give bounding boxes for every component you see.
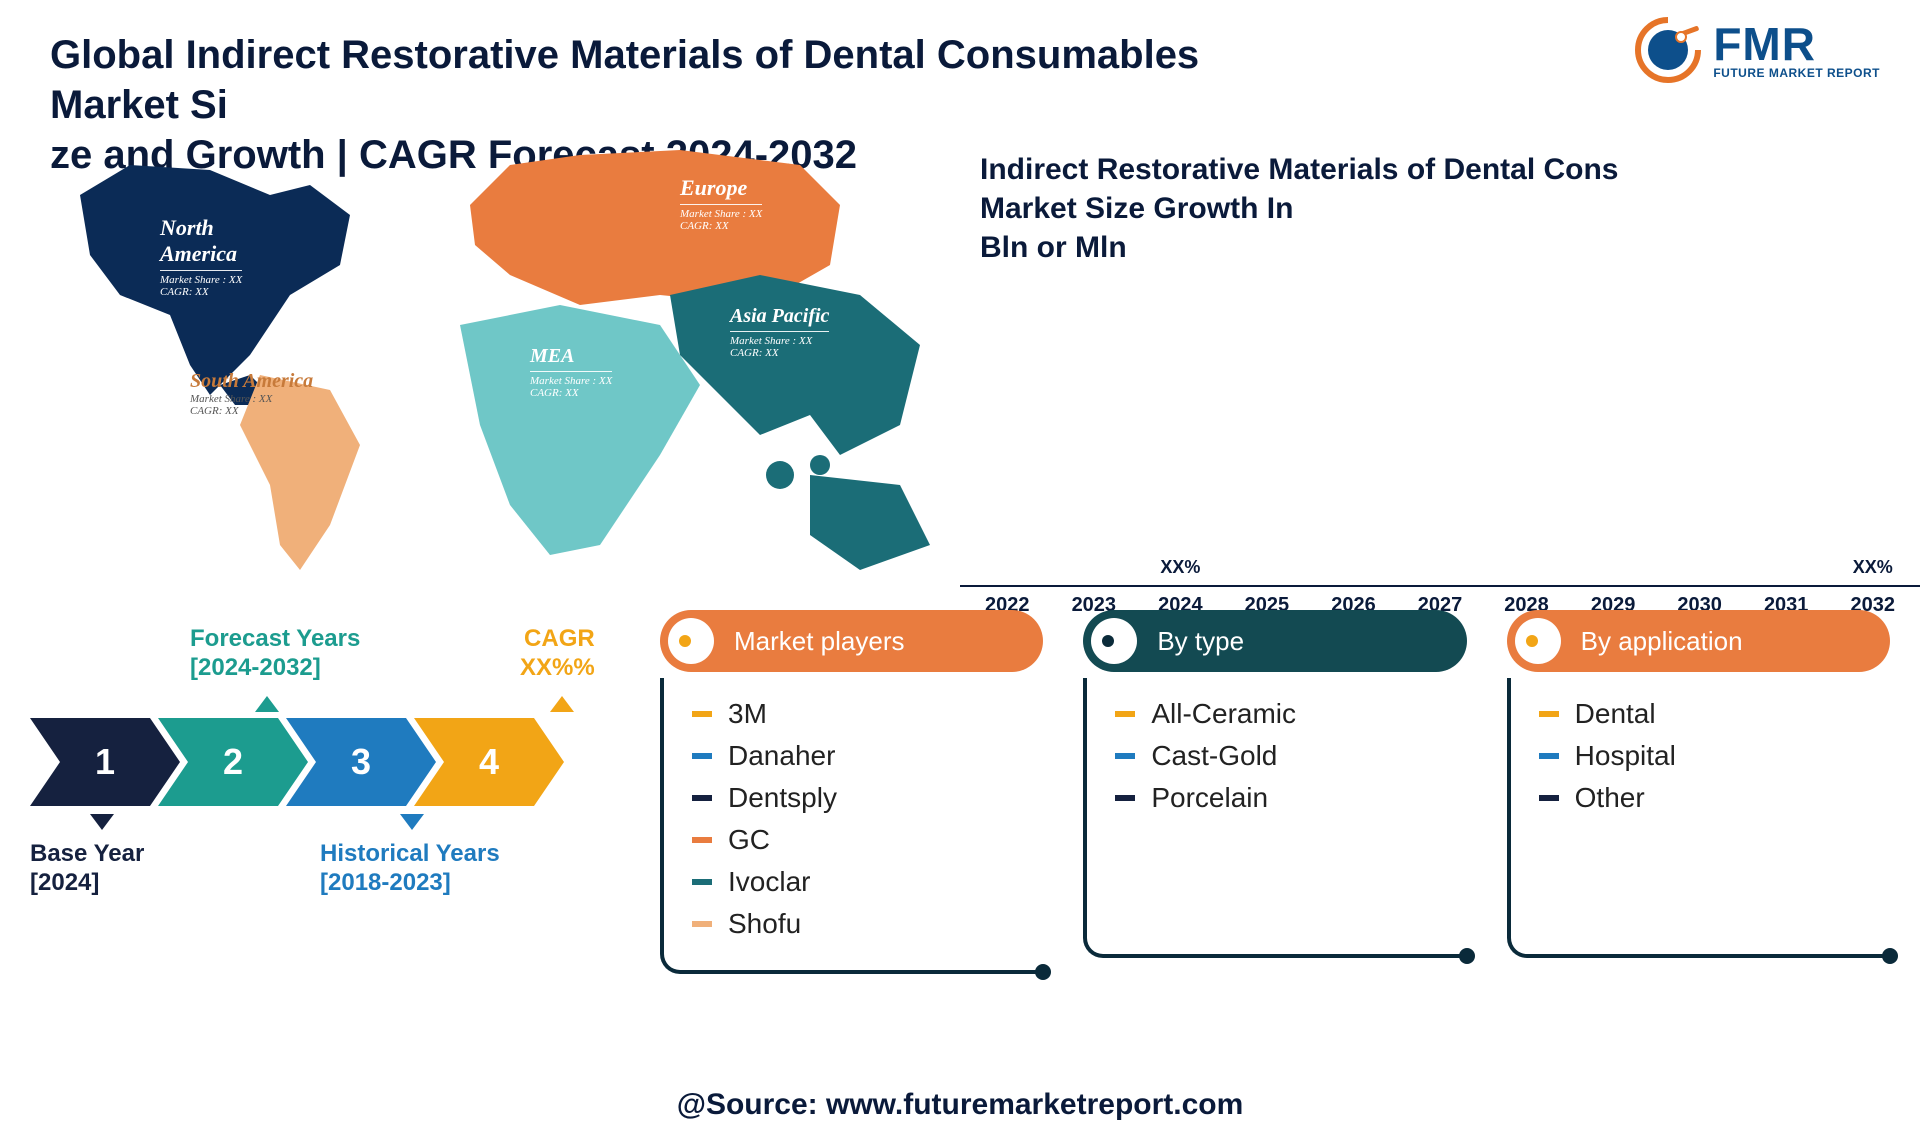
category-pill: By type: [1083, 610, 1466, 672]
category-by-type: By type All-Ceramic Cast-Gold Porcelain: [1083, 610, 1466, 974]
list-item: Dental: [1539, 698, 1880, 730]
pill-label: By type: [1157, 626, 1244, 657]
region-sa-share: Market Share : XX: [190, 393, 313, 405]
timeline-chevron-4: 4: [414, 718, 564, 806]
list-item-label: Shofu: [728, 908, 801, 940]
tl-cagr-arrow-icon: [550, 696, 574, 712]
pill-dot-icon: [1091, 618, 1137, 664]
category-by-application: By application Dental Hospital Other: [1507, 610, 1890, 974]
tick-icon: [1539, 711, 1559, 717]
tl-historical-arrow-icon: [400, 814, 424, 830]
bar-value-label: XX%: [1853, 557, 1893, 578]
category-list: All-Ceramic Cast-Gold Porcelain: [1083, 678, 1466, 958]
fmr-logo-icon: [1633, 15, 1703, 85]
region-mea-share: Market Share : XX: [530, 375, 612, 387]
list-item-label: Dentsply: [728, 782, 837, 814]
category-list: Dental Hospital Other: [1507, 678, 1890, 958]
tick-icon: [692, 711, 712, 717]
list-item: Cast-Gold: [1115, 740, 1456, 772]
list-item-label: Porcelain: [1151, 782, 1268, 814]
list-item-label: Hospital: [1575, 740, 1676, 772]
list-item-label: Other: [1575, 782, 1645, 814]
bar-value-label: XX%: [1160, 557, 1200, 578]
list-item-label: Cast-Gold: [1151, 740, 1277, 772]
list-item: Porcelain: [1115, 782, 1456, 814]
region-na-name: NorthAmerica: [160, 215, 242, 267]
logo-text-sub: FUTURE MARKET REPORT: [1713, 67, 1880, 79]
tick-icon: [1115, 753, 1135, 759]
region-ap-cagr: CAGR: XX: [730, 347, 829, 359]
tick-icon: [692, 879, 712, 885]
tick-icon: [692, 921, 712, 927]
tl-cagr-label: CAGR XX%%: [520, 625, 595, 683]
source-line: @Source: www.futuremarketreport.com: [0, 1088, 1920, 1122]
tick-icon: [1115, 795, 1135, 801]
category-list: 3M Danaher Dentsply GC Ivoclar Shofu: [660, 678, 1043, 974]
list-item: GC: [692, 824, 1033, 856]
list-item: Dentsply: [692, 782, 1033, 814]
fmr-logo: FMR FUTURE MARKET REPORT: [1633, 15, 1880, 85]
list-item-label: Danaher: [728, 740, 835, 772]
tick-icon: [692, 753, 712, 759]
tl-base-label: Base Year [2024]: [30, 840, 144, 898]
tl-historical-label: Historical Years [2018-2023]: [320, 840, 500, 898]
list-item-label: Dental: [1575, 698, 1656, 730]
tick-icon: [692, 795, 712, 801]
chart-bars: 202220232024XX%2025202620272028202920302…: [960, 277, 1920, 587]
world-map: NorthAmerica Market Share : XX CAGR: XX …: [50, 155, 930, 575]
category-columns: Market players 3M Danaher Dentsply GC Ivoclar…: [660, 610, 1890, 974]
category-pill: Market players: [660, 610, 1043, 672]
tick-icon: [1539, 795, 1559, 801]
region-na-cagr: CAGR: XX: [160, 286, 242, 298]
timeline: Forecast Years [2024-2032] CAGR XX%% 1 2…: [30, 630, 630, 806]
category-market-players: Market players 3M Danaher Dentsply GC Ivoclar…: [660, 610, 1043, 974]
logo-text-fmr: FMR: [1713, 21, 1880, 67]
tl-chevron-row: 1 2 3 4: [30, 718, 630, 806]
region-sa-cagr: CAGR: XX: [190, 405, 313, 417]
list-item: 3M: [692, 698, 1033, 730]
tl-forecast-arrow-icon: [255, 696, 279, 712]
list-item: Shofu: [692, 908, 1033, 940]
region-ap-name: Asia Pacific: [730, 305, 829, 328]
list-item: Hospital: [1539, 740, 1880, 772]
tick-icon: [1115, 711, 1135, 717]
region-sa-name: South America: [190, 370, 313, 393]
pill-label: By application: [1581, 626, 1743, 657]
list-item-label: 3M: [728, 698, 767, 730]
list-item-label: All-Ceramic: [1151, 698, 1296, 730]
tick-icon: [1539, 753, 1559, 759]
category-pill: By application: [1507, 610, 1890, 672]
list-item-label: Ivoclar: [728, 866, 810, 898]
region-ap-share: Market Share : XX: [730, 335, 829, 347]
chart-title: Indirect Restorative Materials of Dental…: [960, 150, 1920, 267]
tl-base-arrow-icon: [90, 814, 114, 830]
list-item: Other: [1539, 782, 1880, 814]
region-na-share: Market Share : XX: [160, 274, 242, 286]
region-eu-name: Europe: [680, 175, 762, 201]
pill-dot-icon: [668, 618, 714, 664]
growth-bar-chart: Indirect Restorative Materials of Dental…: [960, 150, 1920, 590]
region-asia-pacific: Asia Pacific Market Share : XX CAGR: XX: [660, 275, 950, 580]
list-item: Ivoclar: [692, 866, 1033, 898]
region-mea-name: MEA: [530, 345, 612, 368]
pill-label: Market players: [734, 626, 905, 657]
tl-forecast-label: Forecast Years [2024-2032]: [190, 625, 360, 683]
tick-icon: [692, 837, 712, 843]
list-item-label: GC: [728, 824, 770, 856]
pill-dot-icon: [1515, 618, 1561, 664]
region-mea-cagr: CAGR: XX: [530, 387, 612, 399]
region-eu-cagr: CAGR: XX: [680, 220, 762, 232]
list-item: All-Ceramic: [1115, 698, 1456, 730]
region-south-america: South America Market Share : XX CAGR: XX: [220, 375, 380, 580]
region-eu-share: Market Share : XX: [680, 208, 762, 220]
list-item: Danaher: [692, 740, 1033, 772]
